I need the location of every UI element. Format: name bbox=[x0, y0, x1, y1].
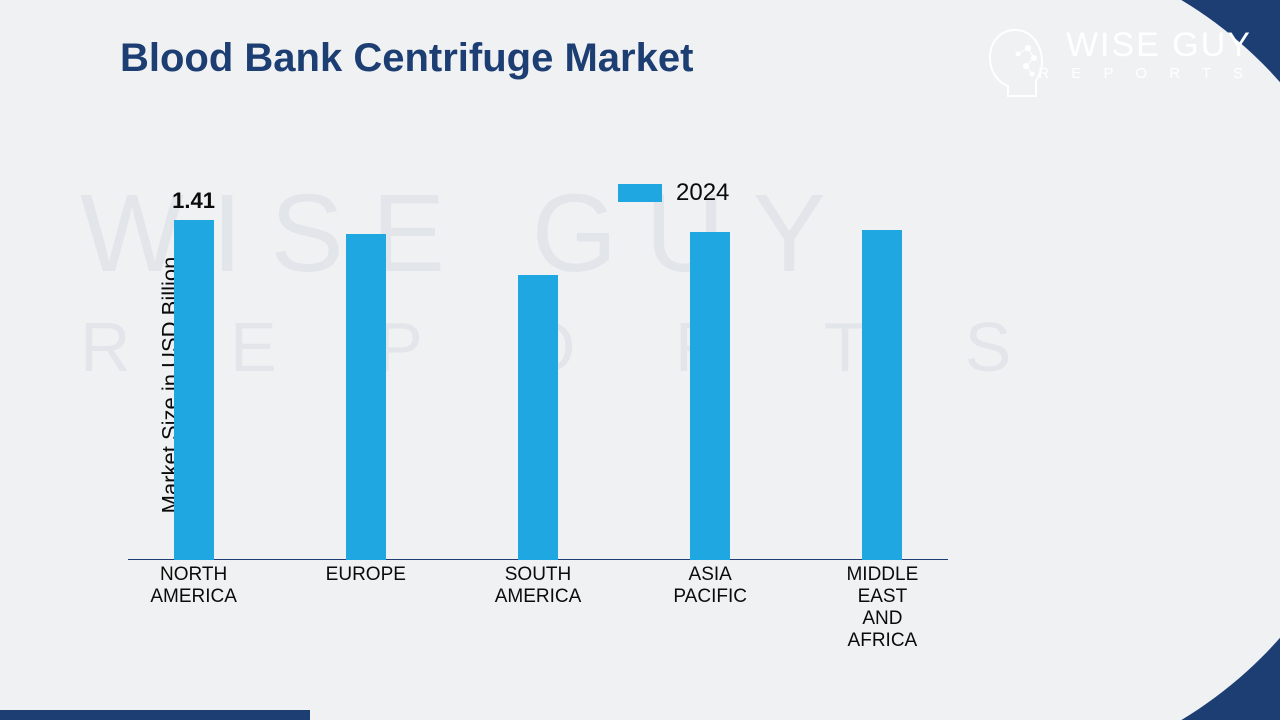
bar bbox=[690, 232, 730, 560]
chart-title: Blood Bank Centrifuge Market bbox=[120, 36, 693, 81]
side-panel bbox=[965, 0, 1280, 720]
bar-value-label: 1.41 bbox=[172, 188, 215, 214]
x-axis-category-label: MIDDLE EAST AND AFRICA bbox=[807, 564, 957, 651]
bar-group bbox=[862, 230, 902, 560]
bar-group bbox=[690, 232, 730, 560]
x-axis-category-label: SOUTH AMERICA bbox=[463, 564, 613, 608]
footer-accent-bar bbox=[0, 710, 310, 720]
bar bbox=[346, 234, 386, 560]
bar-group: 1.41 bbox=[174, 220, 214, 560]
brand-logo: WISE GUY R E P O R T S bbox=[1038, 28, 1252, 81]
bar bbox=[862, 230, 902, 560]
bar-group bbox=[518, 275, 558, 560]
x-axis-labels: NORTH AMERICAEUROPESOUTH AMERICAASIA PAC… bbox=[128, 564, 948, 654]
brand-line-2: R E P O R T S bbox=[1038, 66, 1252, 82]
bar bbox=[174, 220, 214, 560]
brand-line-1: WISE GUY bbox=[1038, 28, 1252, 64]
bar-group bbox=[346, 234, 386, 560]
x-axis-category-label: EUROPE bbox=[291, 564, 441, 586]
chart-area: Market Size in USD Billion 2024 1.41 NOR… bbox=[88, 150, 948, 620]
x-axis-category-label: ASIA PACIFIC bbox=[635, 564, 785, 608]
x-axis-category-label: NORTH AMERICA bbox=[119, 564, 269, 608]
plot-region: 1.41 bbox=[128, 150, 948, 560]
bar bbox=[518, 275, 558, 560]
report-slide: WISE GUY R E P O R T S Blood Bank Centri… bbox=[0, 0, 1280, 720]
